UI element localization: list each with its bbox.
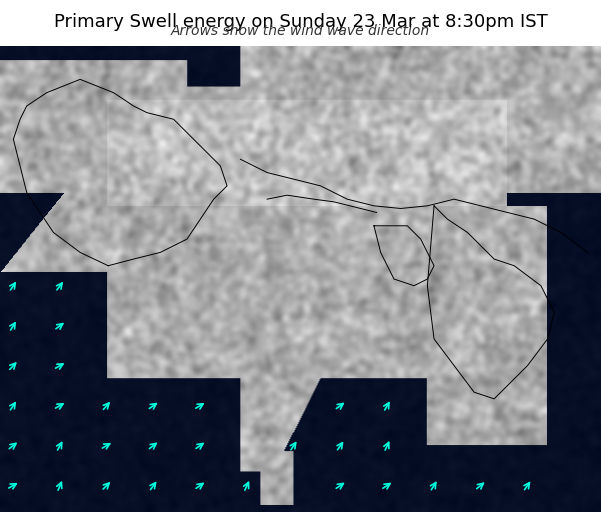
Text: Primary Swell energy on Sunday 23 Mar at 8:30pm IST: Primary Swell energy on Sunday 23 Mar at… [53,13,548,31]
Text: Arrows show the wind wave direction: Arrows show the wind wave direction [171,24,430,38]
